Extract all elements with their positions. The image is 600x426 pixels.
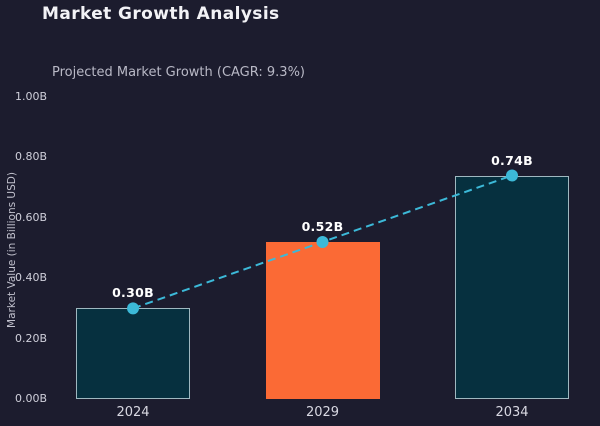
bar-value-label: 0.30B bbox=[112, 285, 154, 301]
bar-value-label: 0.52B bbox=[301, 218, 344, 234]
y-tick-label: 0.00B bbox=[14, 392, 47, 405]
bar-2024 bbox=[76, 308, 190, 399]
y-tick-label: 0.20B bbox=[14, 331, 47, 345]
chart-title: Market Growth Analysis bbox=[42, 4, 280, 24]
y-tick-label: 0.60B bbox=[14, 210, 47, 224]
y-tick-label: 0.80B bbox=[14, 150, 47, 164]
y-tick-label: 0.40B bbox=[14, 271, 47, 285]
chart-subtitle: Projected Market Growth (CAGR: 9.3%) bbox=[52, 65, 305, 80]
bar-2034 bbox=[455, 175, 569, 399]
x-tick-label: 2029 bbox=[305, 405, 340, 420]
y-axis-label: Market Value (in Billions USD) bbox=[6, 172, 18, 328]
x-tick-label: 2024 bbox=[116, 405, 150, 420]
bar-value-label: 0.74B bbox=[491, 152, 533, 168]
x-tick-label: 2034 bbox=[495, 405, 529, 420]
y-tick-label: 1.00B bbox=[14, 90, 47, 103]
bar-2029 bbox=[265, 241, 380, 399]
